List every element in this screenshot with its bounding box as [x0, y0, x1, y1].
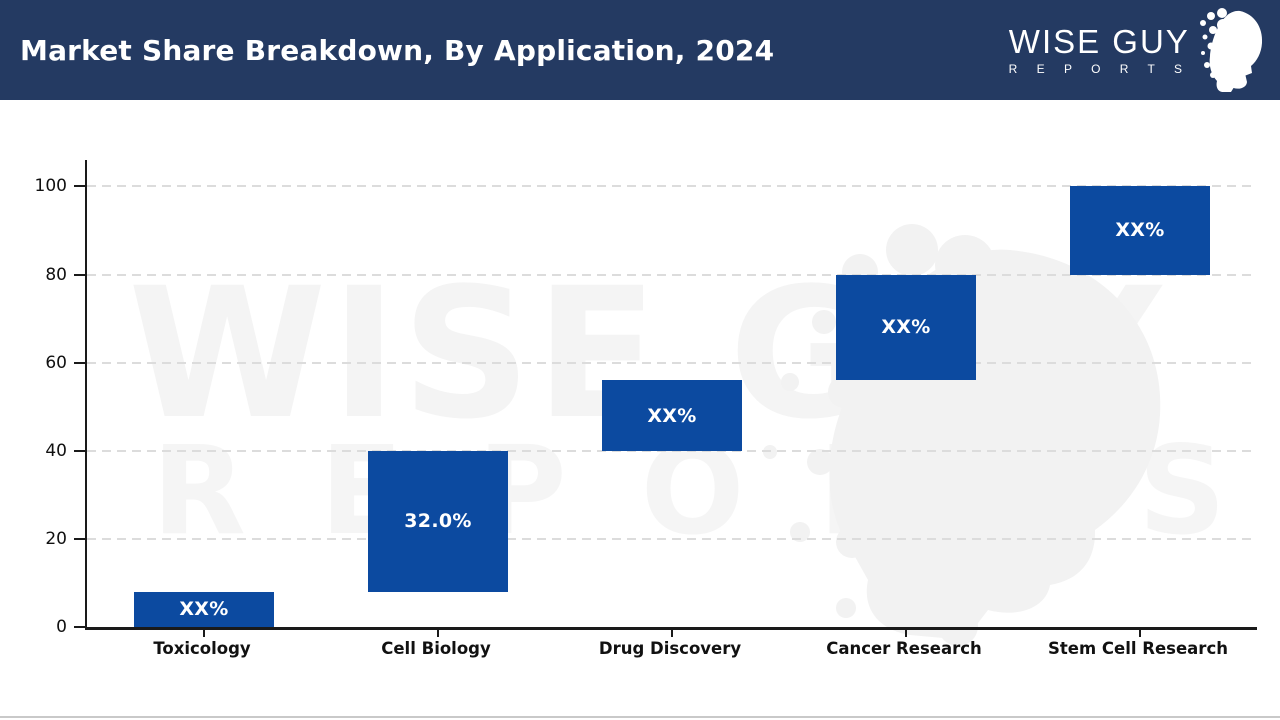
- header-bar: Market Share Breakdown, By Application, …: [0, 0, 1280, 100]
- bar-value-label: XX%: [179, 598, 229, 621]
- brand-head-icon: [1200, 8, 1263, 92]
- plot-area: 0 20 40 60 80 100 XX% 32.0% XX% XX% XX%: [35, 160, 1257, 637]
- x-tick-mark: [1139, 627, 1141, 637]
- y-tick-mark: [74, 626, 85, 628]
- bar-drug-discovery: XX%: [601, 380, 743, 451]
- gridline-40: [87, 449, 1257, 452]
- gridline-80: [87, 273, 1257, 276]
- bar-toxicology: XX%: [133, 591, 275, 627]
- chart-canvas: WISE GUY REPORTS 0 20 40 60 80 100 XX% 32.0% XX%…: [0, 100, 1280, 718]
- y-tick-label: 0: [56, 617, 67, 637]
- category-label: Stem Cell Research: [1048, 639, 1228, 658]
- y-tick-mark: [74, 273, 85, 276]
- y-tick-mark: [74, 185, 85, 188]
- gridline-100: [87, 185, 1257, 188]
- bar-value-label: XX%: [647, 404, 697, 427]
- x-tick-mark: [437, 627, 439, 637]
- brand-logo: WISE GUY R E P O R T S: [1009, 8, 1266, 92]
- bar-value-label: 32.0%: [404, 510, 472, 533]
- category-label: Drug Discovery: [598, 639, 742, 658]
- bar-cancer-research: XX%: [835, 274, 977, 381]
- category-label: Cell Biology: [381, 639, 491, 658]
- y-tick-label: 40: [45, 440, 67, 461]
- category-axis: Toxicology Cell Biology Drug Discovery Canc…: [85, 637, 1255, 669]
- bar-value-label: XX%: [881, 316, 931, 339]
- bar-cell-biology: 32.0%: [367, 450, 509, 592]
- brand-name: WISE GUY: [1008, 22, 1190, 60]
- gridline-60: [87, 361, 1257, 364]
- bar-stem-cell-research: XX%: [1069, 186, 1211, 275]
- y-tick-mark: [74, 449, 85, 452]
- gridline-20: [87, 537, 1257, 540]
- category-label: Cancer Research: [826, 639, 982, 658]
- y-tick-label: 60: [45, 352, 67, 373]
- page-title: Market Share Breakdown, By Application, …: [20, 33, 775, 67]
- category-label: Toxicology: [153, 639, 251, 658]
- y-tick-mark: [74, 361, 85, 364]
- y-tick-label: 20: [45, 528, 67, 549]
- y-tick-mark: [74, 537, 85, 540]
- x-tick-mark: [203, 627, 205, 637]
- x-tick-mark: [671, 627, 673, 637]
- bar-value-label: XX%: [1115, 219, 1165, 242]
- brand-wordmark: WISE GUY R E P O R T S: [1009, 25, 1190, 76]
- y-tick-label: 100: [34, 176, 67, 197]
- brand-tagline: R E P O R T S: [1008, 61, 1190, 76]
- y-tick-label: 80: [45, 264, 67, 285]
- x-tick-mark: [905, 627, 907, 637]
